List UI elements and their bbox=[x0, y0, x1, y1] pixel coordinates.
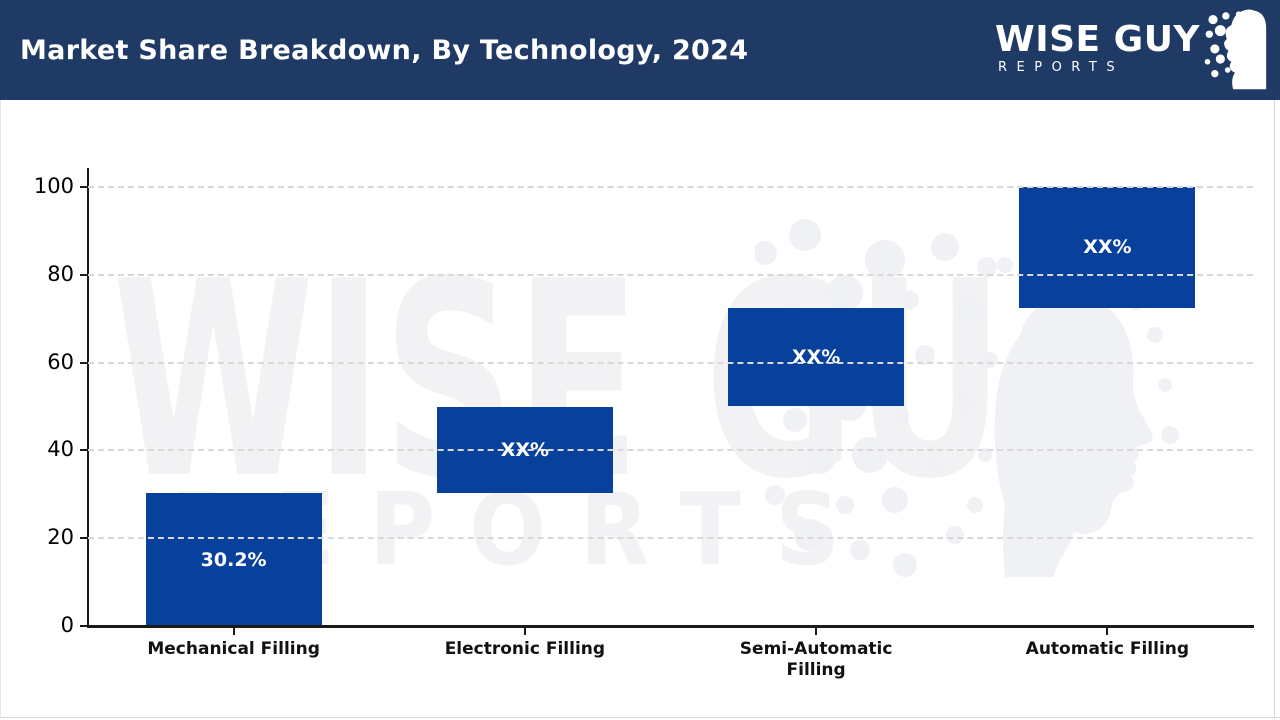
x-category-label: Mechanical Filling bbox=[147, 639, 320, 659]
gridline-80 bbox=[88, 273, 1253, 276]
y-tick-mark bbox=[80, 273, 88, 276]
x-category-label: Automatic Filling bbox=[1025, 639, 1190, 659]
x-tick-mark bbox=[523, 628, 526, 635]
y-tick-label: 20 bbox=[47, 525, 74, 550]
y-tick-label: 100 bbox=[33, 174, 74, 198]
frame-edge-right bbox=[1274, 100, 1275, 717]
y-tick-label: 40 bbox=[47, 437, 74, 462]
frame-edge-bottom bbox=[0, 717, 1280, 718]
y-tick-label: 80 bbox=[47, 261, 74, 286]
y-tick-mark bbox=[80, 537, 88, 540]
bar-value-label: XX% bbox=[1083, 236, 1132, 259]
y-axis-spine bbox=[87, 168, 89, 627]
x-tick-mark bbox=[232, 628, 235, 635]
bar-value-label: 30.2% bbox=[200, 548, 267, 571]
y-tick-label: 0 bbox=[60, 613, 74, 637]
gridline-100 bbox=[88, 186, 1253, 188]
logo-head-icon bbox=[1204, 9, 1267, 90]
gridline-60 bbox=[88, 361, 1253, 364]
logo-text: WISE GUY REPORTS bbox=[994, 18, 1200, 76]
bar-value-label: XX% bbox=[500, 438, 550, 461]
chart-title: Market Share Breakdown, By Technology, 2… bbox=[20, 34, 749, 66]
x-category-label: Semi-Automatic Filling bbox=[739, 639, 893, 681]
bar-value-label: XX% bbox=[791, 346, 841, 369]
y-tick-label: 60 bbox=[47, 349, 74, 374]
x-tick-mark bbox=[1106, 628, 1109, 635]
wise-guy-reports-logo: WISE GUY REPORTS bbox=[995, 6, 1268, 90]
plot-area: 0 20 40 60 80 100 30.2% Mechanical Filling XX% El… bbox=[0, 100, 1280, 720]
x-tick-mark bbox=[815, 628, 818, 635]
logo-brand-text: WISE GUY bbox=[994, 18, 1200, 60]
gridline-40 bbox=[88, 449, 1253, 452]
y-tick-mark bbox=[80, 625, 88, 627]
y-tick-mark bbox=[80, 449, 88, 452]
y-tick-mark bbox=[80, 361, 88, 364]
gridline-20 bbox=[88, 537, 1253, 540]
x-category-label: Electronic Filling bbox=[444, 639, 606, 659]
x-axis-spine bbox=[87, 625, 1254, 628]
logo-sub-text: REPORTS bbox=[997, 60, 1125, 76]
frame-edge-left bbox=[0, 100, 1, 717]
header-band: Market Share Breakdown, By Technology, 2… bbox=[0, 0, 1280, 100]
y-tick-mark bbox=[80, 186, 88, 188]
bar-segment bbox=[145, 493, 322, 626]
